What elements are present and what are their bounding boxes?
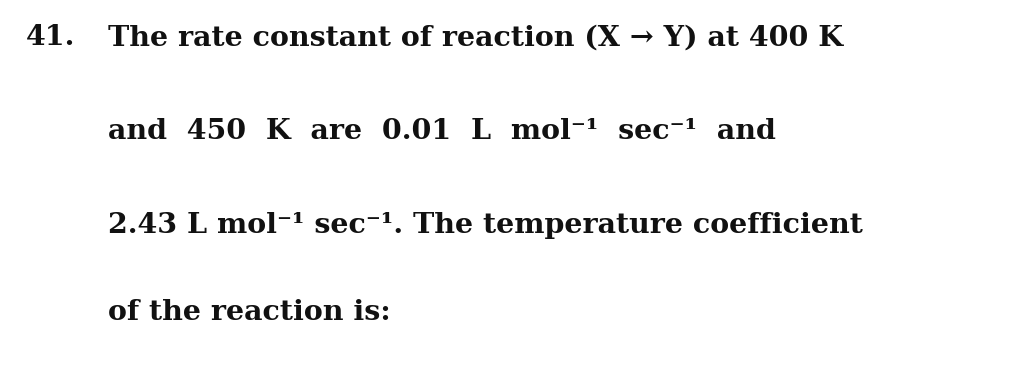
Text: 2.43 L mol⁻¹ sec⁻¹. The temperature coefficient: 2.43 L mol⁻¹ sec⁻¹. The temperature coef… bbox=[108, 212, 862, 240]
Text: 41.: 41. bbox=[26, 24, 75, 52]
Text: The rate constant of reaction (X → Y) at 400 K: The rate constant of reaction (X → Y) at… bbox=[108, 24, 843, 52]
Text: and  450  K  are  0.01  L  mol⁻¹  sec⁻¹  and: and 450 K are 0.01 L mol⁻¹ sec⁻¹ and bbox=[108, 118, 775, 146]
Text: of the reaction is:: of the reaction is: bbox=[108, 299, 390, 326]
